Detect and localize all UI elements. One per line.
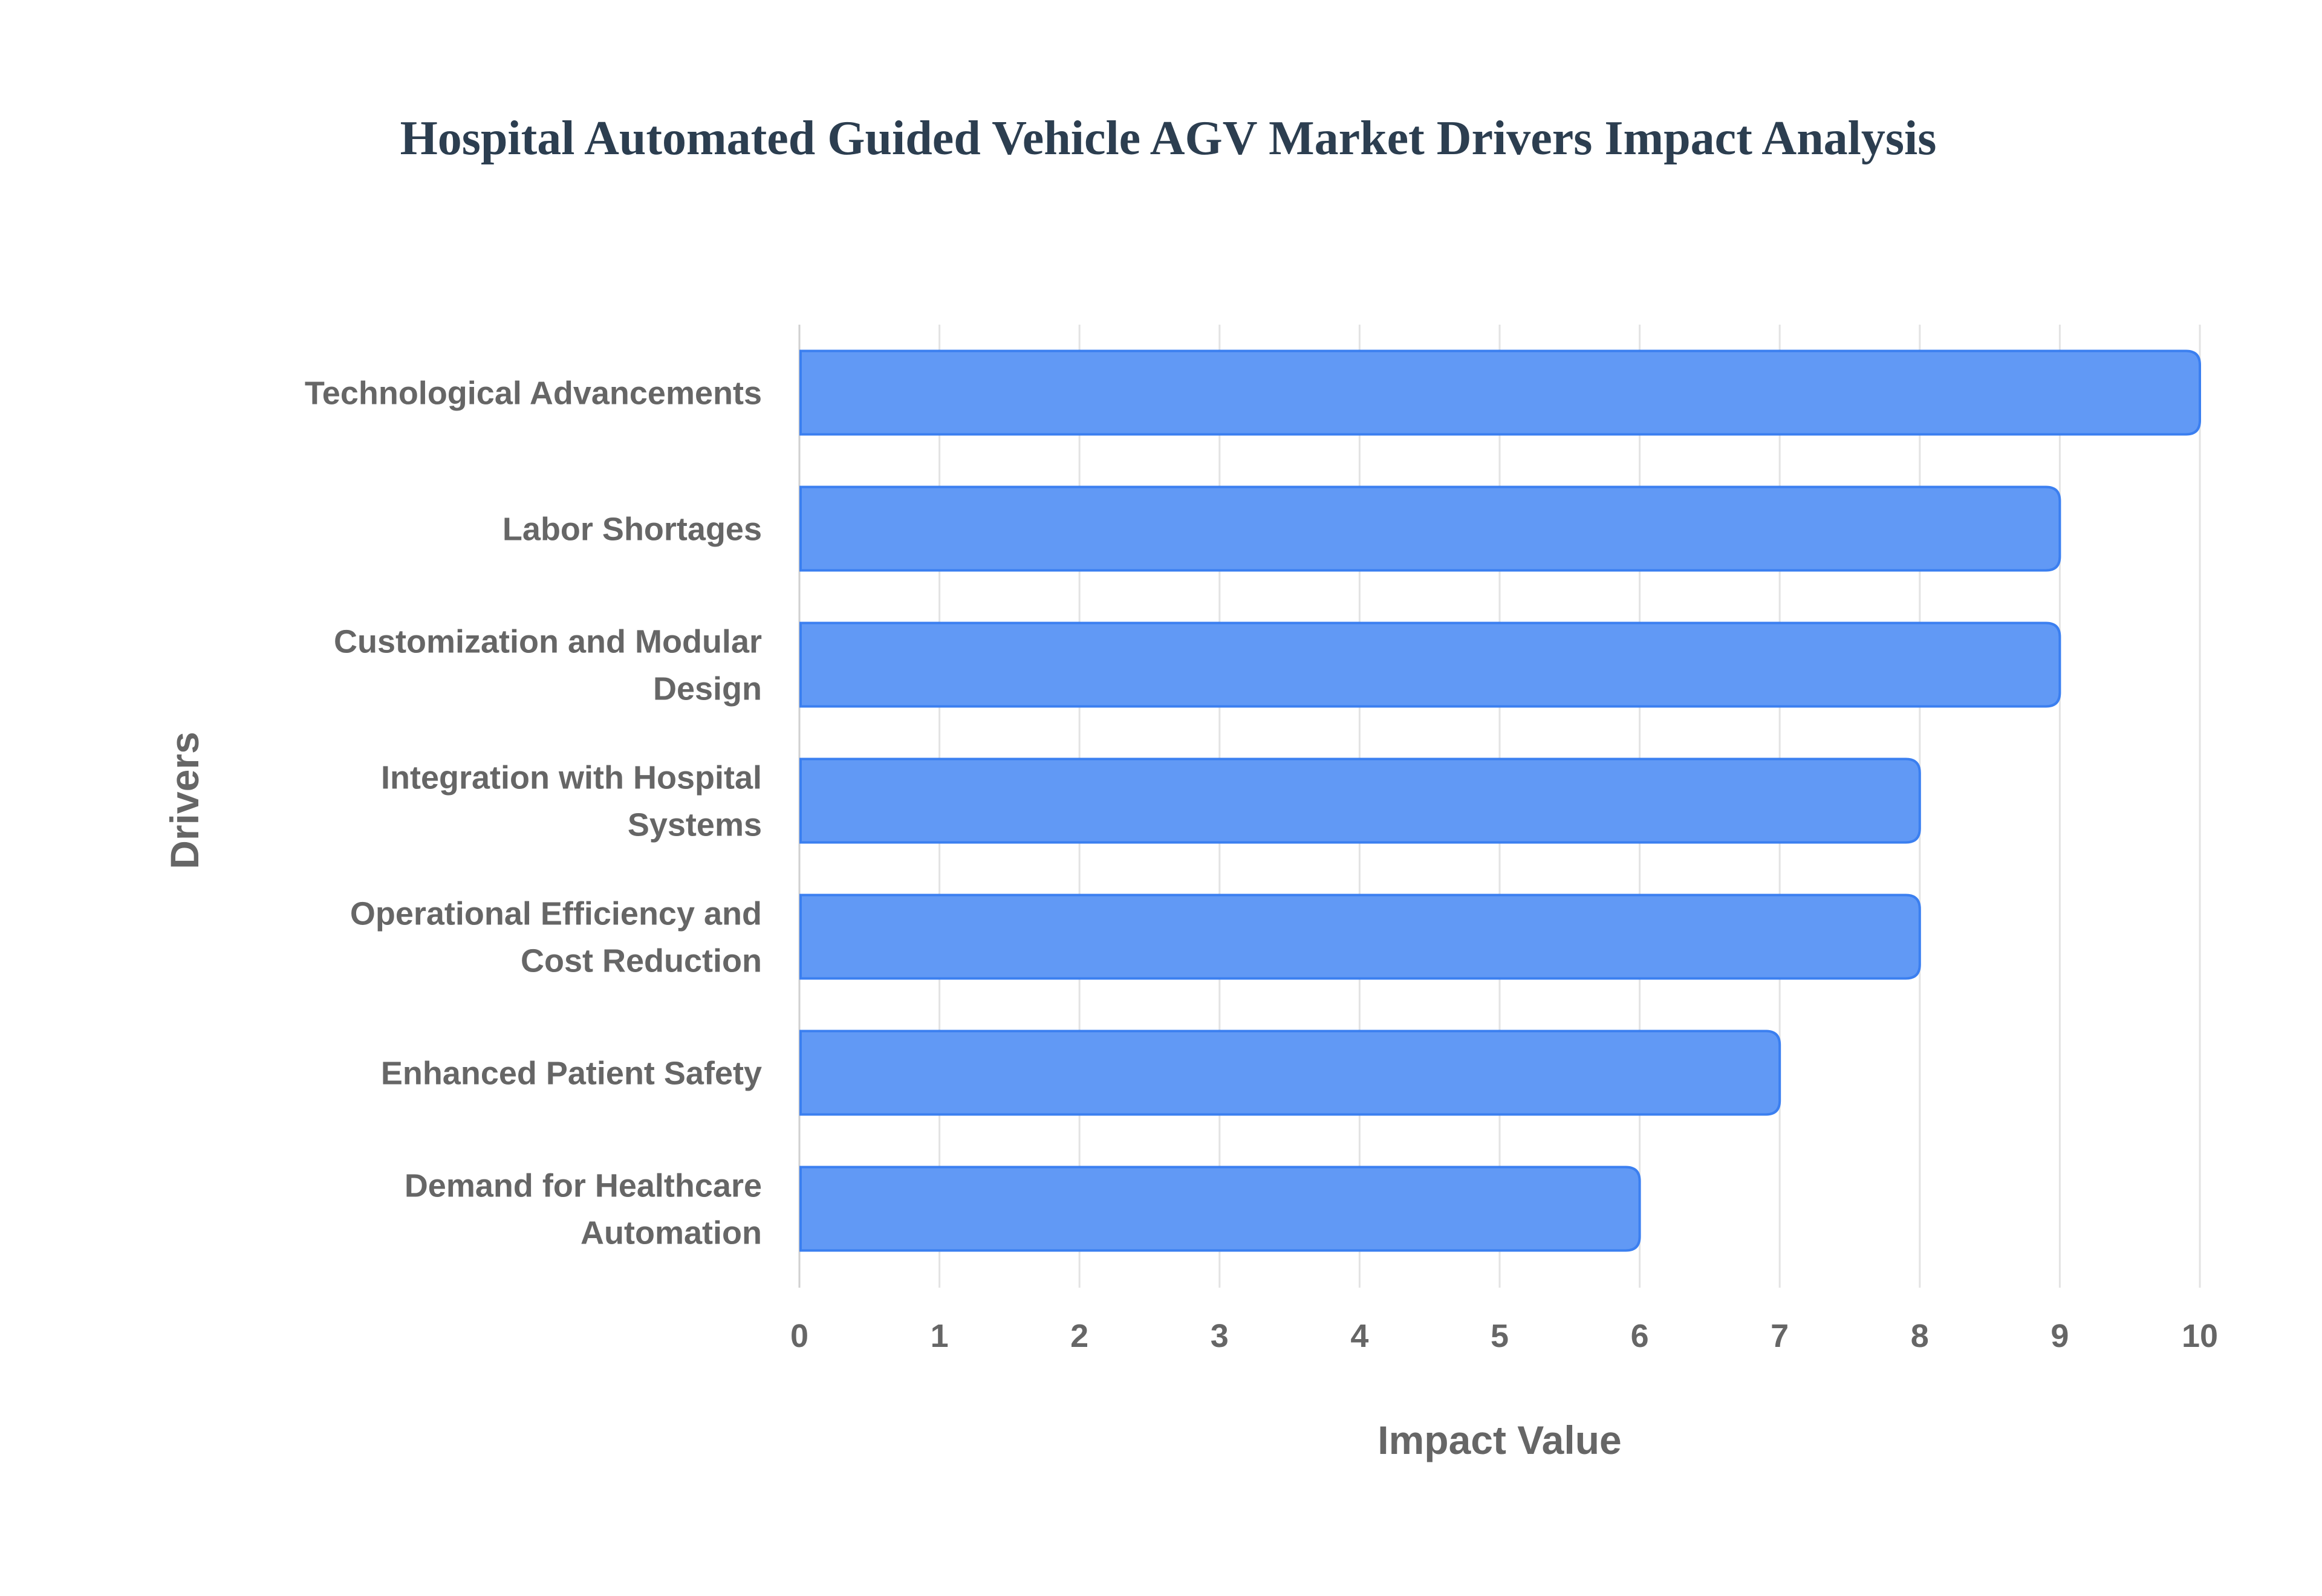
- x-tick-labels: 0 1 2 3 4 5 6 7 8 9 10: [790, 1318, 2218, 1354]
- x-tick-label: 4: [1350, 1318, 1368, 1354]
- category-label: Technological Advancements: [305, 375, 762, 412]
- category-label: Design: [653, 671, 762, 707]
- category-label: Enhanced Patient Safety: [381, 1056, 762, 1092]
- category-labels: Technological Advancements Labor Shortage…: [305, 375, 762, 1251]
- bar: [799, 894, 1921, 980]
- x-tick-label: 0: [790, 1318, 808, 1354]
- x-tick-label: 8: [1911, 1318, 1929, 1354]
- x-tick-label: 2: [1070, 1318, 1088, 1354]
- x-tick-label: 9: [2050, 1318, 2069, 1354]
- category-label: Integration with Hospital: [381, 760, 762, 796]
- y-axis-title: Drivers: [162, 731, 207, 869]
- bar: [799, 485, 2061, 572]
- x-tick-label: 7: [1771, 1318, 1789, 1354]
- x-tick-label: 1: [931, 1318, 949, 1354]
- category-label: Cost Reduction: [521, 943, 762, 979]
- chart-title: Hospital Automated Guided Vehicle AGV Ma…: [400, 112, 1937, 165]
- bars: [799, 349, 2201, 1252]
- category-label: Labor Shortages: [502, 511, 762, 548]
- bar: [799, 621, 2061, 708]
- x-tick-label: 5: [1491, 1318, 1509, 1354]
- x-tick-label: 6: [1631, 1318, 1649, 1354]
- category-label: Demand for Healthcare: [405, 1168, 762, 1204]
- category-label: Customization and Modular: [334, 624, 762, 660]
- x-tick-label: 10: [2182, 1318, 2218, 1354]
- x-axis-title: Impact Value: [1377, 1418, 1622, 1462]
- category-label: Systems: [628, 807, 762, 843]
- bar: [799, 1030, 1781, 1116]
- bar: [799, 1166, 1641, 1252]
- category-label: Automation: [580, 1215, 762, 1251]
- bar: [799, 757, 1921, 844]
- category-label: Operational Efficiency and: [350, 896, 762, 932]
- x-tick-label: 3: [1211, 1318, 1229, 1354]
- bar: [799, 349, 2201, 436]
